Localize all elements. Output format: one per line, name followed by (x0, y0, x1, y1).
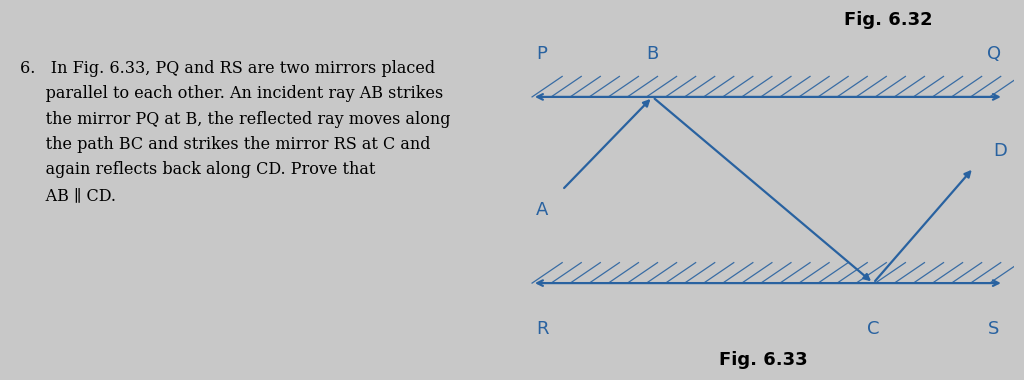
Text: S: S (988, 320, 999, 338)
Text: 6.   In Fig. 6.33, PQ and RS are two mirrors placed
     parallel to each other.: 6. In Fig. 6.33, PQ and RS are two mirro… (20, 60, 451, 204)
Text: Q: Q (987, 45, 1000, 63)
Text: Fig. 6.32: Fig. 6.32 (844, 11, 933, 29)
Text: R: R (536, 320, 549, 338)
Text: A: A (536, 201, 548, 219)
Text: P: P (537, 45, 548, 63)
Text: D: D (993, 142, 1008, 160)
Text: C: C (867, 320, 880, 338)
Text: B: B (646, 45, 658, 63)
Text: Fig. 6.33: Fig. 6.33 (719, 351, 807, 369)
